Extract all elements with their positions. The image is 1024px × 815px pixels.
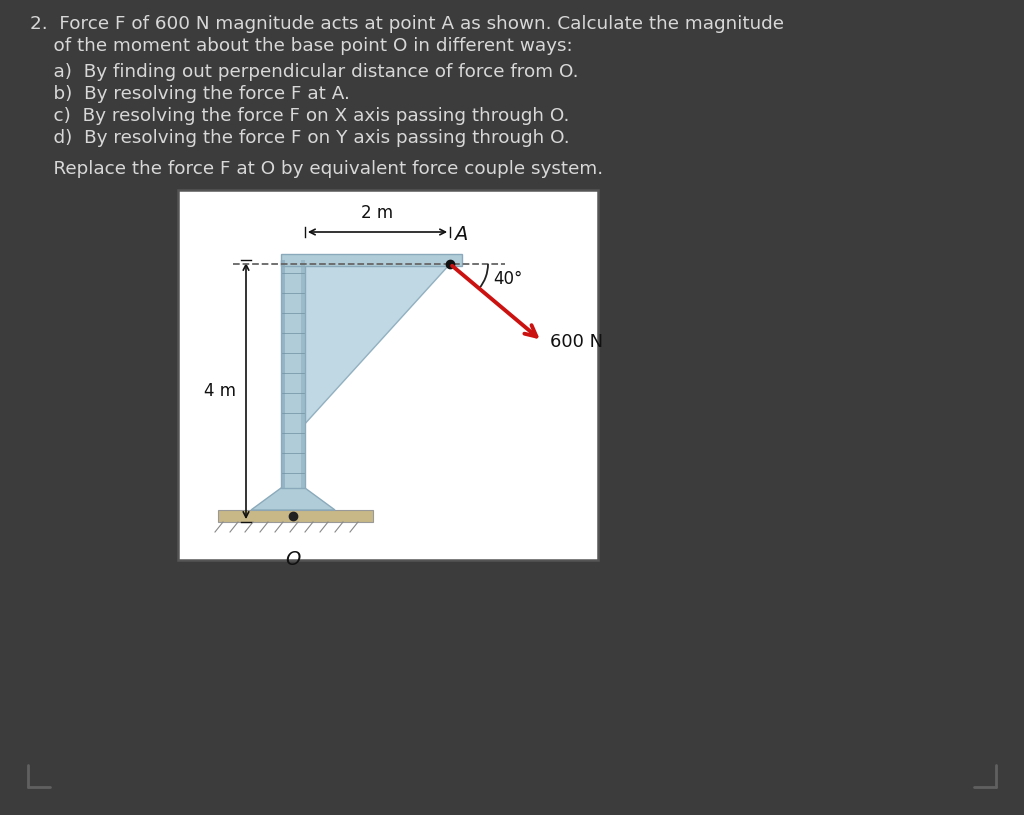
Polygon shape (251, 488, 335, 510)
Text: 40°: 40° (493, 270, 522, 288)
Text: Replace the force F at O by equivalent force couple system.: Replace the force F at O by equivalent f… (30, 160, 603, 178)
Text: O: O (286, 550, 301, 569)
Text: c)  By resolving the force F on X axis passing through O.: c) By resolving the force F on X axis pa… (30, 107, 569, 125)
Text: 2.  Force F of 600 N magnitude acts at point A as shown. Calculate the magnitude: 2. Force F of 600 N magnitude acts at po… (30, 15, 784, 33)
Bar (218, 510, 373, 522)
Text: b)  By resolving the force F at A.: b) By resolving the force F at A. (30, 85, 350, 103)
Text: a)  By finding out perpendicular distance of force from O.: a) By finding out perpendicular distance… (30, 63, 579, 81)
Bar (281, 260, 285, 488)
Bar (178, 190, 598, 560)
Polygon shape (283, 260, 450, 448)
Text: of the moment about the base point O in different ways:: of the moment about the base point O in … (30, 37, 572, 55)
Bar (281, 254, 462, 266)
Bar (281, 260, 305, 488)
Text: d)  By resolving the force F on Y axis passing through O.: d) By resolving the force F on Y axis pa… (30, 129, 569, 147)
Text: 2 m: 2 m (361, 204, 393, 222)
Text: 4 m: 4 m (204, 382, 236, 400)
Text: 600 N: 600 N (550, 333, 603, 351)
Text: A: A (454, 225, 467, 244)
Bar (301, 260, 305, 488)
